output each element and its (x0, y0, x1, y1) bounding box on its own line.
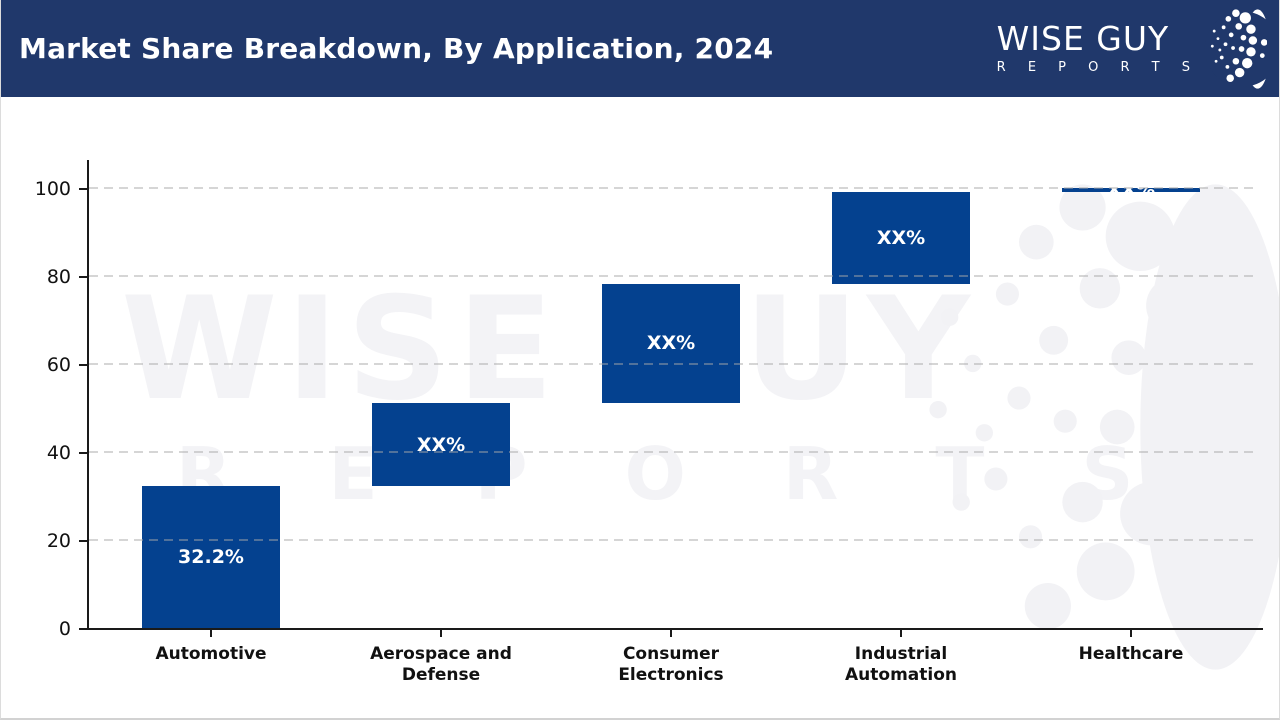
y-tick-label-0: 0 (58, 618, 71, 640)
x-axis-label-aerospace-and-defense: Aerospace and Defense (370, 644, 512, 685)
watermark-wordmark: WISE GUY (121, 267, 978, 432)
y-tick-label-20: 20 (46, 530, 71, 552)
bar-value-label: XX% (1107, 188, 1155, 192)
bar-consumer-electronics: XX% (602, 283, 740, 403)
y-tick-label-40: 40 (46, 442, 71, 464)
bar-automotive: 32.2% (142, 486, 280, 628)
x-axis-label-industrial-automation: Industrial Automation (845, 644, 957, 685)
y-tick-label-80: 80 (46, 266, 71, 288)
gridline-100 (89, 187, 1259, 189)
y-tick-0 (79, 628, 87, 630)
page-title: Market Share Breakdown, By Application, … (19, 32, 774, 65)
gridline-20 (89, 539, 1259, 541)
chart-area: WISE GUY R E P O R T S 32.2%XX%XX%XX%XX%… (1, 97, 1279, 718)
y-tick-80 (79, 276, 87, 278)
dotted-head-icon (1204, 9, 1267, 89)
bar-healthcare: XX% (1062, 188, 1200, 192)
y-tick-20 (79, 540, 87, 542)
watermark-head-icon (929, 184, 1279, 670)
x-axis-label-healthcare: Healthcare (1078, 644, 1184, 664)
bar-industrial-automation: XX% (832, 191, 970, 284)
x-axis (87, 628, 1263, 630)
gridline-40 (89, 451, 1259, 453)
wise-guy-logo: WISE GUY R E P O R T S (997, 6, 1267, 92)
gridline-60 (89, 363, 1259, 365)
bar-value-label: XX% (646, 332, 696, 355)
y-tick-40 (79, 452, 87, 454)
y-tick-label-100: 100 (34, 178, 71, 200)
bar-value-label: XX% (876, 226, 926, 249)
logo-subtitle: R E P O R T S (996, 60, 1199, 75)
gridline-80 (89, 275, 1259, 277)
logo-text: WISE GUY R E P O R T S (997, 21, 1199, 77)
bar-value-label: 32.2% (178, 546, 244, 569)
x-axis-label-automotive: Automotive (155, 644, 267, 664)
x-axis-label-consumer-electronics: Consumer Electronics (618, 644, 724, 685)
y-tick-60 (79, 364, 87, 366)
y-tick-label-60: 60 (46, 354, 71, 376)
y-axis (87, 160, 89, 630)
logo-wordmark: WISE GUY (996, 19, 1170, 58)
bar-aerospace-and-defense: XX% (372, 402, 510, 487)
x-tick-industrial-automation (900, 630, 902, 637)
bar-value-label: XX% (416, 433, 466, 456)
x-tick-aerospace-and-defense (440, 630, 442, 637)
header-bar: Market Share Breakdown, By Application, … (1, 0, 1279, 97)
y-tick-100 (79, 188, 87, 190)
x-tick-consumer-electronics (670, 630, 672, 637)
x-tick-automotive (210, 630, 212, 637)
x-tick-healthcare (1130, 630, 1132, 637)
